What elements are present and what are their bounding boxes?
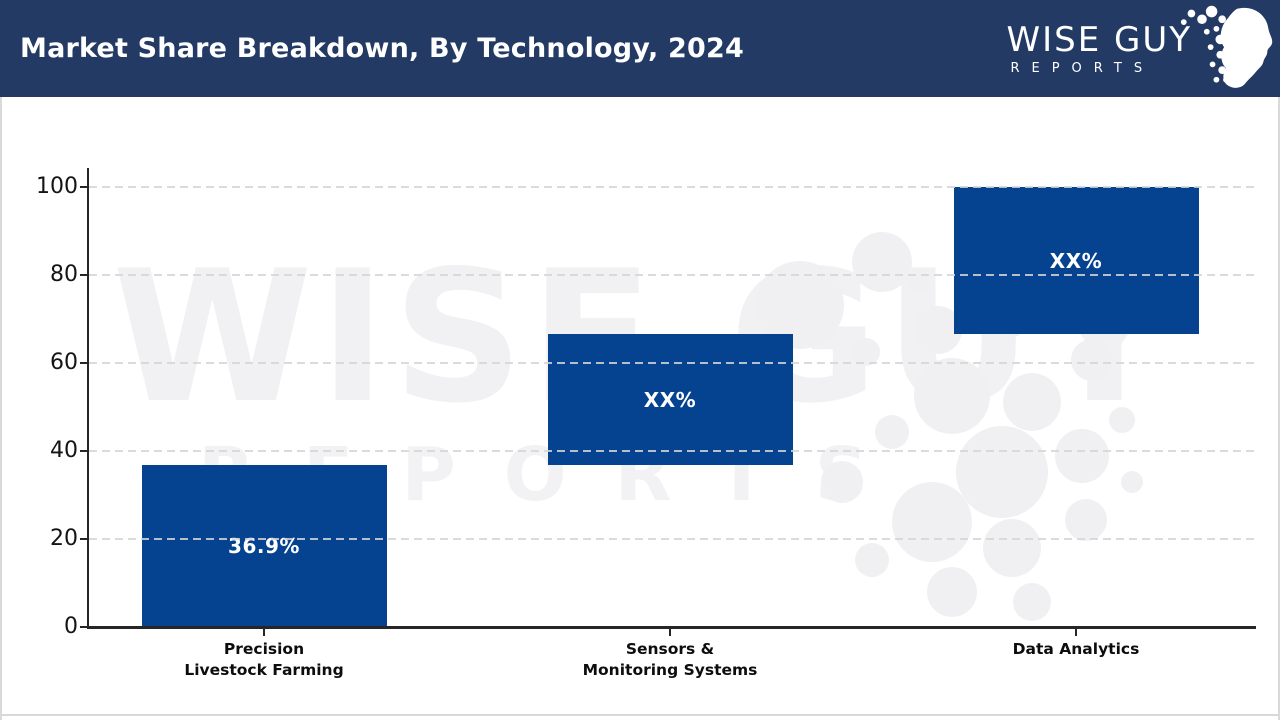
header-bar: Market Share Breakdown, By Technology, 2… xyxy=(0,0,1280,97)
category-label-line: Monitoring Systems xyxy=(582,661,758,679)
xtick-mark-2 xyxy=(1075,629,1077,636)
ytick-mark-40 xyxy=(80,450,87,452)
page-title: Market Share Breakdown, By Technology, 2… xyxy=(20,33,745,64)
brand-logo-sub: REPORTS xyxy=(1010,60,1155,76)
ytick-label-80: 80 xyxy=(50,262,78,287)
gridline-40 xyxy=(89,450,1256,452)
gridline-100 xyxy=(89,186,1256,188)
category-label-line: Livestock Farming xyxy=(184,661,344,679)
bar-segment-0: 36.9% xyxy=(141,464,387,627)
category-label-0: Precision Livestock Farming xyxy=(94,639,434,681)
category-label-line: Sensors & xyxy=(625,640,715,658)
ytick-mark-80 xyxy=(80,274,87,276)
gridline-80 xyxy=(89,274,1256,276)
ytick-mark-0 xyxy=(80,626,87,628)
xtick-mark-0 xyxy=(263,629,265,636)
ytick-mark-60 xyxy=(80,362,87,364)
gridline-60 xyxy=(89,362,1256,364)
y-axis-line xyxy=(87,168,89,629)
ytick-label-100: 100 xyxy=(36,174,78,199)
figure-border-bottom xyxy=(0,714,1280,716)
ytick-label-40: 40 xyxy=(50,438,78,463)
ytick-mark-100 xyxy=(80,186,87,188)
category-label-1: Sensors & Monitoring Systems xyxy=(500,639,840,681)
brand-logo-name: WISE GUY xyxy=(1006,19,1192,60)
category-label-2: Data Analytics xyxy=(906,639,1246,660)
bar-value-label-1: XX% xyxy=(643,387,697,412)
figure-border-right xyxy=(1278,97,1280,720)
bar-segment-1: XX% xyxy=(547,334,793,465)
bar-segment-2: XX% xyxy=(953,187,1199,335)
ytick-label-0: 0 xyxy=(64,614,78,639)
ytick-label-20: 20 xyxy=(50,526,78,551)
bar-value-label-2: XX% xyxy=(1049,248,1103,273)
x-axis-line xyxy=(87,626,1256,629)
category-label-line: Data Analytics xyxy=(1012,640,1140,658)
ytick-mark-20 xyxy=(80,538,87,540)
ytick-label-60: 60 xyxy=(50,350,78,375)
bar-value-label-0: 36.9% xyxy=(228,533,300,558)
category-label-line: Precision xyxy=(223,640,305,658)
figure-border-left xyxy=(0,97,2,720)
gridline-20 xyxy=(89,538,1256,540)
brand-face-icon xyxy=(1180,5,1273,88)
xtick-mark-1 xyxy=(669,629,671,636)
brand-logo: WISE GUY REPORTS xyxy=(1006,4,1280,94)
